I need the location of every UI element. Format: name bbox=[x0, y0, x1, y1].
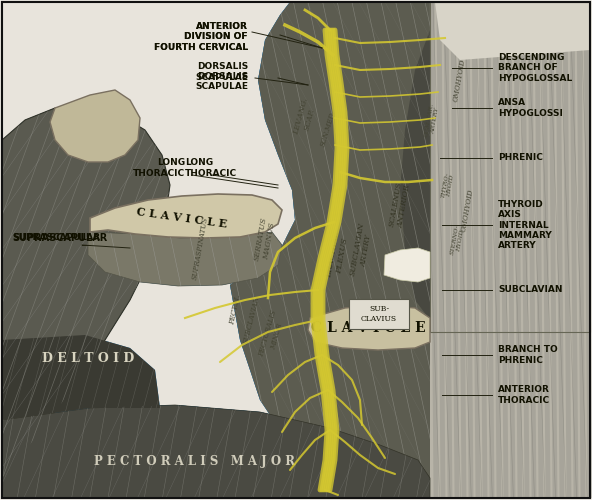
Polygon shape bbox=[160, 2, 430, 498]
Text: STERNO-
HYOID: STERNO- HYOID bbox=[450, 224, 466, 256]
Text: THYRO-
HYOID: THYRO- HYOID bbox=[440, 172, 456, 198]
Text: SUB-
CLAVIUS: SUB- CLAVIUS bbox=[361, 306, 397, 322]
Polygon shape bbox=[384, 248, 430, 282]
Polygon shape bbox=[2, 335, 160, 420]
Text: OMOHYOID: OMOHYOID bbox=[452, 58, 468, 102]
Text: LONG
THORACIC: LONG THORACIC bbox=[133, 158, 185, 178]
Text: BRANCH TO
PHRENIC: BRANCH TO PHRENIC bbox=[498, 346, 558, 364]
Text: SUBCLAVIAN: SUBCLAVIAN bbox=[498, 286, 562, 294]
Polygon shape bbox=[2, 405, 430, 498]
Text: C L A V I C L E: C L A V I C L E bbox=[311, 321, 425, 335]
Text: LONG
THORACIC: LONG THORACIC bbox=[185, 158, 237, 178]
Text: ANTERIOR
DIVISION OF
FOURTH CERVICAL: ANTERIOR DIVISION OF FOURTH CERVICAL bbox=[154, 22, 248, 52]
Text: COM.CAR.
ARTERY: COM.CAR. ARTERY bbox=[424, 102, 440, 138]
Text: PECTORALIS
MINOR: PECTORALIS MINOR bbox=[257, 310, 287, 360]
Text: PHRENIC: PHRENIC bbox=[498, 154, 543, 162]
Text: ANTERIOR
DIVISION OF
FOURTH CERVICAL: ANTERIOR DIVISION OF FOURTH CERVICAL bbox=[154, 22, 248, 52]
Text: LEV.ANG.
SCAP.: LEV.ANG. SCAP. bbox=[292, 98, 318, 138]
Polygon shape bbox=[2, 108, 170, 478]
Polygon shape bbox=[88, 232, 282, 286]
Text: OMOHYOID: OMOHYOID bbox=[461, 188, 476, 232]
Text: SUBCLAVIAN
ARTERY: SUBCLAVIAN ARTERY bbox=[349, 222, 375, 278]
Text: ANSA
HYPOGLOSSI: ANSA HYPOGLOSSI bbox=[498, 98, 563, 117]
Text: SUPRASCAPULAR: SUPRASCAPULAR bbox=[12, 234, 100, 242]
Polygon shape bbox=[430, 2, 590, 498]
Text: ANTERIOR
THORACIC: ANTERIOR THORACIC bbox=[498, 386, 550, 404]
Polygon shape bbox=[88, 232, 282, 286]
Bar bbox=[430, 2, 590, 332]
Text: SCALENUS
ANTERIOR: SCALENUS ANTERIOR bbox=[388, 181, 413, 229]
Polygon shape bbox=[160, 2, 430, 498]
Text: PECT.M.: PECT.M. bbox=[228, 294, 242, 326]
Polygon shape bbox=[370, 2, 430, 320]
Text: BRACHIAL
PLEXUS: BRACHIAL PLEXUS bbox=[326, 230, 350, 280]
Polygon shape bbox=[50, 90, 140, 162]
Polygon shape bbox=[2, 405, 430, 498]
Polygon shape bbox=[2, 108, 170, 478]
Text: P E C T O R A L I S   M A J O R: P E C T O R A L I S M A J O R bbox=[95, 456, 295, 468]
Polygon shape bbox=[430, 2, 590, 498]
Text: SCN.MED.: SCN.MED. bbox=[318, 108, 337, 148]
Text: SERRATUS
MAGNUS: SERRATUS MAGNUS bbox=[253, 216, 277, 264]
Text: DORSALIS
SCAPULAE: DORSALIS SCAPULAE bbox=[195, 72, 248, 92]
Text: DESCENDING
BRANCH OF
HYPOGLOSSAL: DESCENDING BRANCH OF HYPOGLOSSAL bbox=[498, 53, 572, 83]
Text: THYROID
AXIS
INTERNAL
MAMMARY
ARTERY: THYROID AXIS INTERNAL MAMMARY ARTERY bbox=[498, 200, 552, 250]
Text: SUBCLAVIAN: SUBCLAVIAN bbox=[242, 295, 262, 345]
Polygon shape bbox=[160, 2, 430, 498]
Text: C L A V I C L E: C L A V I C L E bbox=[136, 206, 228, 230]
Polygon shape bbox=[2, 405, 430, 498]
Polygon shape bbox=[90, 194, 282, 238]
Polygon shape bbox=[2, 108, 170, 478]
Polygon shape bbox=[435, 2, 590, 60]
Text: SUPRASCAPULAR: SUPRASCAPULAR bbox=[12, 233, 107, 243]
Text: D E L T O I D: D E L T O I D bbox=[42, 352, 134, 364]
FancyBboxPatch shape bbox=[349, 299, 409, 329]
Polygon shape bbox=[2, 335, 160, 420]
Text: SUPRASPINATUS: SUPRASPINATUS bbox=[191, 216, 210, 280]
Text: DORSALIS
SCAPULAE: DORSALIS SCAPULAE bbox=[195, 62, 248, 82]
Polygon shape bbox=[308, 305, 430, 350]
